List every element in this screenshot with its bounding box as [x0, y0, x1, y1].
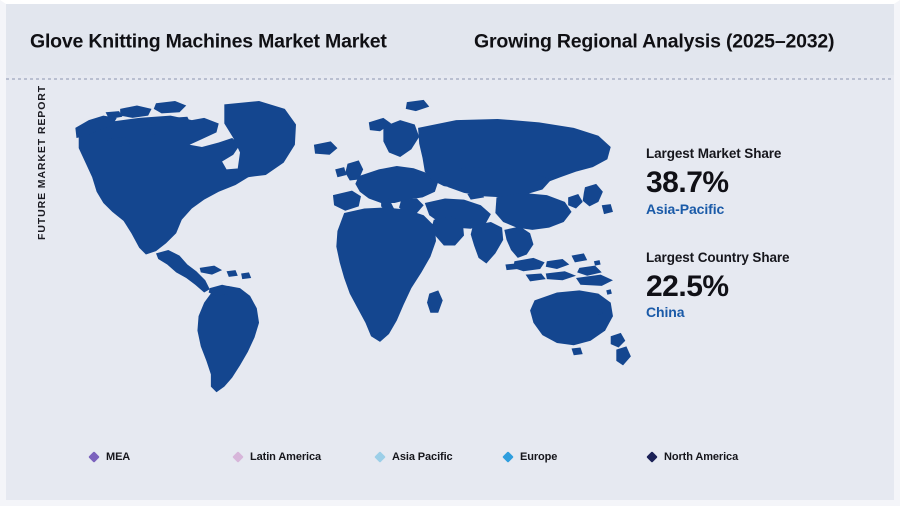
country-share-label: Largest Country Share [646, 249, 790, 265]
legend-diamond-icon [232, 451, 244, 463]
world-map [72, 90, 632, 410]
legend-label: Asia Pacific [392, 451, 453, 463]
header-divider [6, 78, 894, 80]
market-share-region: Asia-Pacific [646, 200, 725, 217]
stat-block-country-share: Largest Country Share 22.5% China [646, 250, 886, 321]
legend-item-latin-america[interactable]: Latin America [232, 451, 376, 463]
stats-panel: Largest Market Share 38.7% Asia-Pacific … [646, 146, 886, 320]
legend-diamond-icon [502, 451, 514, 463]
legend-label: Europe [520, 451, 558, 463]
legend-label: North America [664, 451, 739, 463]
legend-diamond-icon [374, 451, 386, 463]
market-share-value: 38.7% [646, 166, 729, 199]
legend-item-mea[interactable]: MEA [88, 451, 234, 463]
page-title-left: Glove Knitting Machines Market Market [30, 30, 387, 53]
legend-diamond-icon [88, 451, 100, 463]
map-landmasses [75, 99, 631, 393]
legend-item-asia-pacific[interactable]: Asia Pacific [374, 451, 504, 463]
map-legend: MEA Latin America Asia Pacific Europe No… [88, 451, 739, 463]
page-title-right: Growing Regional Analysis (2025–2032) [474, 30, 835, 53]
stat-block-market-share: Largest Market Share 38.7% Asia-Pacific [646, 146, 886, 217]
legend-diamond-icon [646, 451, 658, 463]
legend-label: MEA [106, 451, 131, 463]
legend-label: Latin America [250, 451, 322, 463]
legend-item-europe[interactable]: Europe [502, 451, 648, 463]
country-share-value: 22.5% [646, 269, 729, 303]
market-share-label: Largest Market Share [646, 146, 782, 161]
header-bar [6, 4, 894, 75]
country-share-region: China [646, 304, 685, 320]
brand-vertical-label: FUTURE MARKET REPORT [36, 84, 48, 240]
world-map-svg [75, 99, 631, 393]
legend-item-north-america[interactable]: North America [646, 451, 739, 463]
